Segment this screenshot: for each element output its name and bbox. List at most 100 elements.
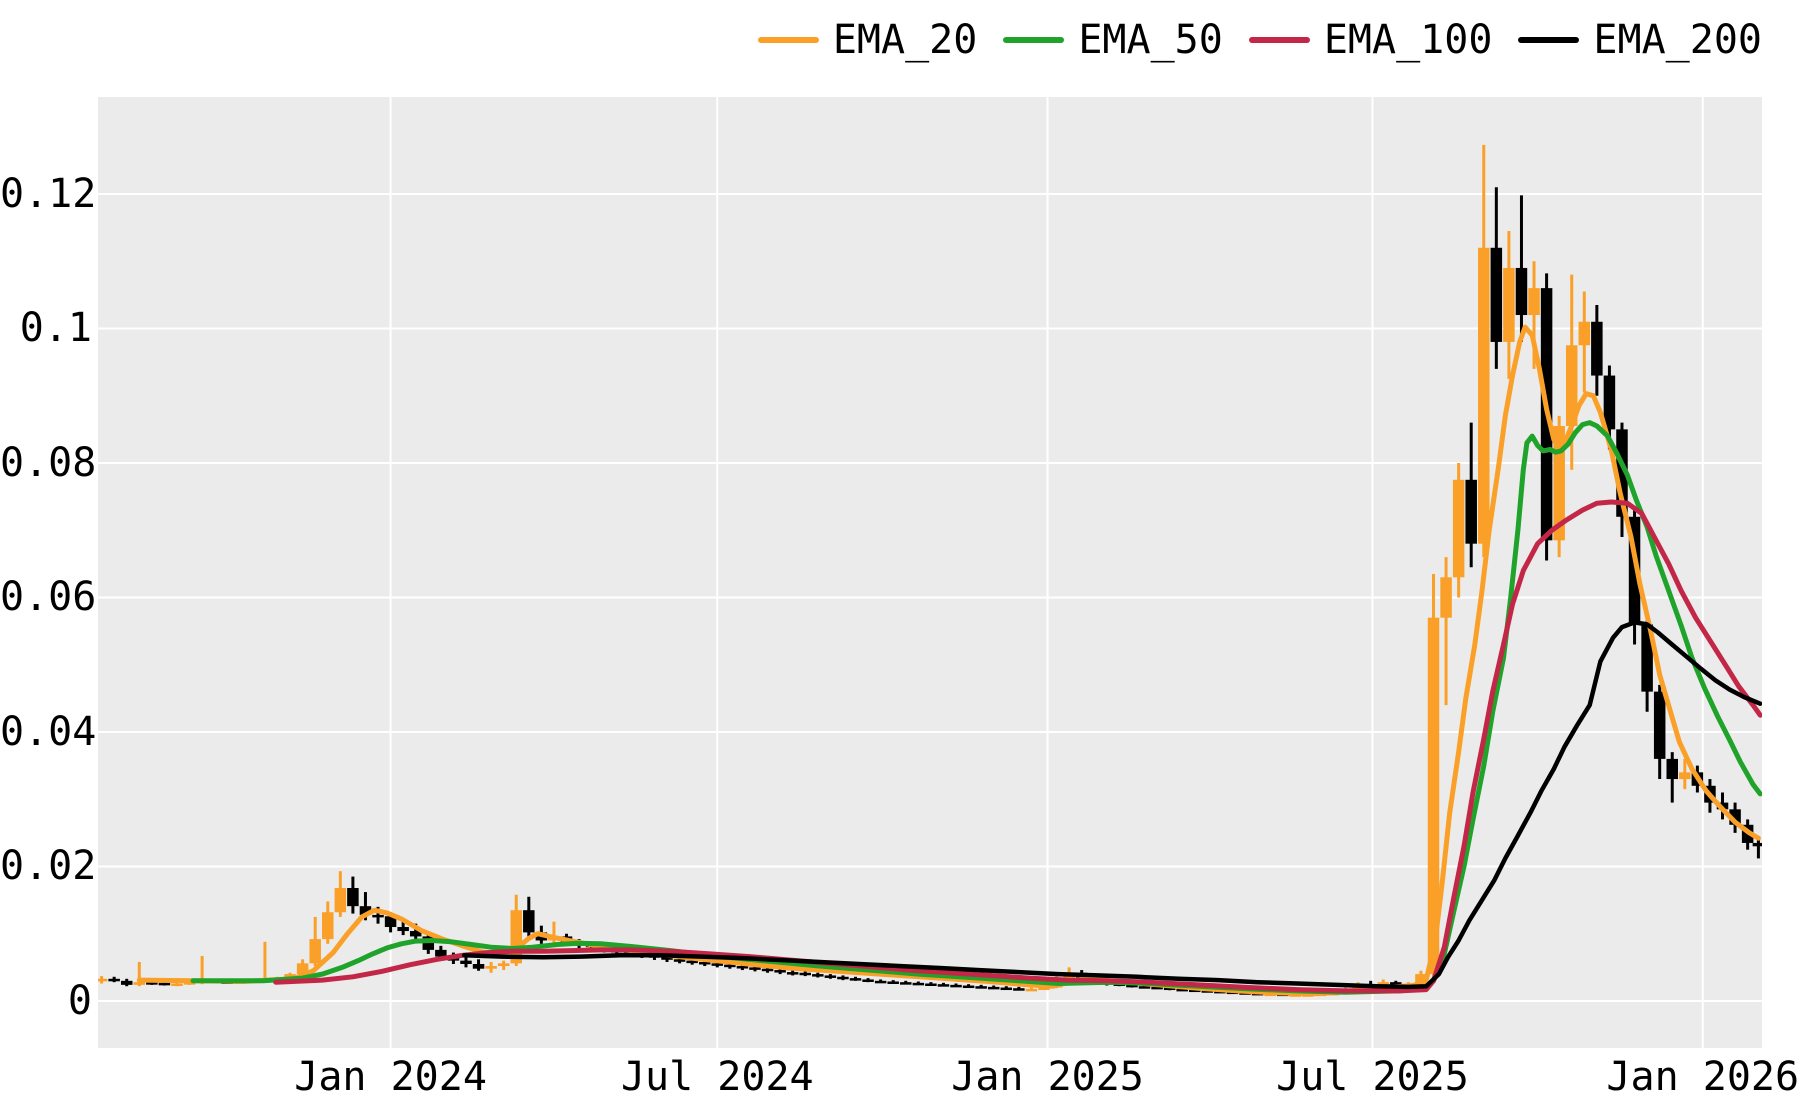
candle-body xyxy=(1013,988,1025,991)
candle-body xyxy=(472,964,485,969)
candle-body xyxy=(372,914,384,918)
candle-body xyxy=(812,974,824,977)
candle-body xyxy=(1528,288,1540,316)
candle-body xyxy=(296,963,309,975)
legend-label: EMA_100 xyxy=(1323,17,1493,63)
candle-body xyxy=(874,980,887,984)
y-tick-label: 0.1 xyxy=(19,305,92,352)
candle-body xyxy=(397,927,409,932)
candle-body xyxy=(736,966,749,969)
candlestick-chart xyxy=(98,97,1762,1048)
legend-label: EMA_20 xyxy=(832,17,978,63)
candle-body xyxy=(824,975,837,978)
ema-line-ema_100 xyxy=(273,499,1762,994)
x-tick-label: Jul 2025 xyxy=(1276,1054,1469,1100)
candle-body xyxy=(146,982,158,985)
candle-body xyxy=(673,959,686,962)
candle-body xyxy=(183,982,196,985)
candle-body xyxy=(1138,986,1151,989)
candle-body xyxy=(686,960,698,964)
candle-body xyxy=(1578,321,1591,346)
candle-body xyxy=(900,982,912,985)
candle-body xyxy=(334,888,347,913)
candle-body xyxy=(1465,479,1477,544)
candle-body xyxy=(1616,429,1628,517)
candle-body xyxy=(711,963,724,966)
candle-body xyxy=(1490,247,1503,342)
candle-body xyxy=(698,961,711,965)
candle-body xyxy=(510,910,522,964)
candle-body xyxy=(661,957,673,960)
candle-body xyxy=(837,976,849,980)
candle-body xyxy=(1565,345,1578,426)
candle-body xyxy=(799,972,811,976)
candle-body xyxy=(409,931,422,937)
y-tick-label: 0.02 xyxy=(0,843,97,890)
candle-body xyxy=(1038,987,1050,991)
legend-item-ema_50: EMA_50 xyxy=(1003,17,1223,63)
candle-body xyxy=(786,972,799,975)
candle-body xyxy=(347,888,359,907)
legend: EMA_20 EMA_50 EMA_100 EMA_200 xyxy=(757,14,1762,66)
candle-body xyxy=(108,978,120,982)
candle-body xyxy=(975,986,987,989)
legend-item-ema_20: EMA_20 xyxy=(757,17,978,63)
candle-body xyxy=(1515,267,1528,316)
y-tick-label: 0.12 xyxy=(0,170,97,217)
legend-swatch-ema_100 xyxy=(1248,37,1310,43)
candle-body xyxy=(322,912,334,940)
candle-body xyxy=(1752,842,1762,847)
candle-body xyxy=(133,982,146,985)
candle-body xyxy=(120,980,133,985)
candle-body xyxy=(158,982,171,986)
candle-body xyxy=(1641,624,1653,692)
candle-body xyxy=(435,949,447,957)
candle-body xyxy=(950,984,962,988)
x-tick-label: Jan 2024 xyxy=(294,1054,487,1100)
x-tick-label: Jan 2026 xyxy=(1606,1054,1800,1100)
candle-body xyxy=(460,960,472,965)
candle-body xyxy=(849,978,862,981)
candle-body xyxy=(1176,988,1188,992)
candle-body xyxy=(497,963,510,967)
x-tick-label: Jan 2025 xyxy=(951,1054,1144,1100)
candle-body xyxy=(284,974,296,979)
candle-body xyxy=(1163,987,1176,991)
candle-body xyxy=(1591,321,1603,376)
candle-body xyxy=(987,986,1000,990)
candle-body xyxy=(422,936,435,950)
candle-body xyxy=(1427,617,1440,975)
candle-body xyxy=(1415,974,1427,985)
y-tick-label: 0.06 xyxy=(0,574,97,621)
candle-body xyxy=(937,984,950,987)
candle-body xyxy=(1025,988,1038,992)
candle-body xyxy=(1478,247,1490,544)
y-tick-label: 0 xyxy=(67,977,92,1024)
y-tick-label: 0.08 xyxy=(0,439,97,486)
plot-area xyxy=(98,97,1762,1048)
candle-body xyxy=(1666,758,1678,780)
candle-body xyxy=(1189,989,1201,993)
legend-swatch-ema_50 xyxy=(1003,37,1065,43)
candle-body xyxy=(359,906,372,915)
ema-line-ema_20 xyxy=(136,324,1761,997)
candle-body xyxy=(1440,577,1452,618)
legend-swatch-ema_200 xyxy=(1518,37,1580,43)
ema-line-ema_50 xyxy=(190,420,1762,995)
legend-item-ema_200: EMA_200 xyxy=(1518,17,1762,63)
candle-body xyxy=(862,979,874,982)
candle-body xyxy=(962,985,975,989)
candle-body xyxy=(749,967,761,970)
legend-label: EMA_50 xyxy=(1078,17,1223,63)
candle-body xyxy=(1553,425,1565,541)
x-tick-label: Jul 2024 xyxy=(620,1054,814,1100)
candle-body xyxy=(925,983,937,987)
candle-body xyxy=(98,978,108,982)
candle-body xyxy=(1503,267,1515,342)
candle-body xyxy=(724,964,736,968)
y-tick-label: 0.04 xyxy=(0,708,97,755)
candle-body xyxy=(309,939,321,964)
legend-label: EMA_200 xyxy=(1593,17,1762,63)
candle-body xyxy=(1653,691,1666,759)
